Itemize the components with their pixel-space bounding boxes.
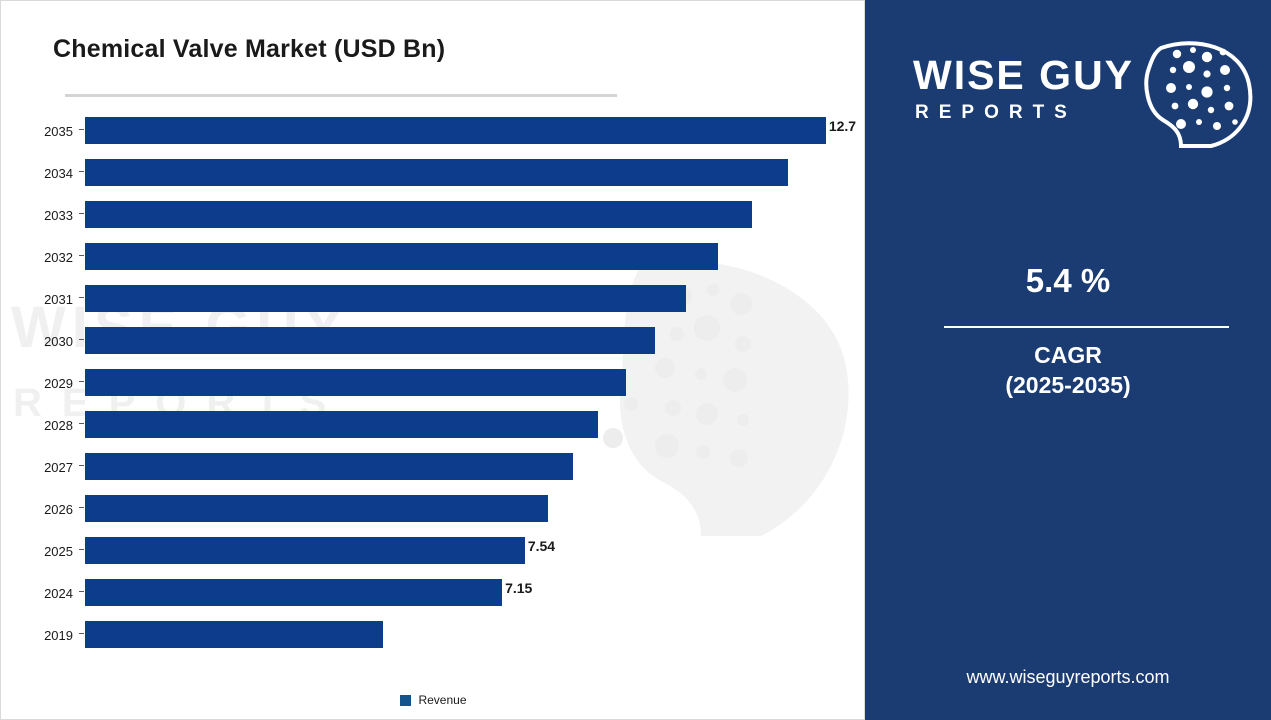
bar-track	[85, 405, 864, 447]
bar-track	[85, 489, 864, 531]
cagr-label: CAGR	[1034, 342, 1102, 368]
brand-logo: WISE GUY REPORTS	[905, 40, 1255, 150]
axis-tick-label: 2034	[44, 166, 73, 181]
axis-tick-label: 2031	[44, 292, 73, 307]
bar-revenue	[85, 453, 573, 480]
axis-tick-mark	[79, 297, 84, 298]
axis-tick-mark	[79, 633, 84, 634]
cagr-divider	[944, 326, 1229, 328]
axis-tick-label: 2019	[44, 628, 73, 643]
axis-tick-label: 2033	[44, 208, 73, 223]
chart-row: 2035 12.7	[1, 111, 864, 153]
bar-track	[85, 615, 864, 657]
axis-tick-label: 2035	[44, 124, 73, 139]
bar-revenue	[85, 117, 826, 144]
axis-tick-label: 2027	[44, 460, 73, 475]
legend-label-revenue: Revenue	[418, 693, 467, 707]
axis-tick-label: 2029	[44, 376, 73, 391]
bar-track	[85, 321, 864, 363]
bar-track	[85, 279, 864, 321]
bar-value-label: 7.15	[505, 580, 533, 596]
bar-revenue	[85, 285, 686, 312]
logo-primary-text: WISE GUY	[913, 52, 1135, 98]
axis-tick-mark	[79, 423, 84, 424]
chart-row: 2032	[1, 237, 864, 279]
axis-tick-label: 2028	[44, 418, 73, 433]
chart-row: 2034	[1, 153, 864, 195]
bar-revenue	[85, 411, 599, 438]
chart-panel: Chemical Valve Market (USD Bn) WISE GUY …	[0, 0, 865, 720]
axis-tick-mark	[79, 129, 84, 130]
axis-tick-mark	[79, 549, 84, 550]
axis-tick-mark	[79, 465, 84, 466]
chart-row: 2025 7.54	[1, 531, 864, 573]
axis-tick-label: 2032	[44, 250, 73, 265]
axis-tick-label: 2030	[44, 334, 73, 349]
cagr-label-block: CAGR (2025-2035)	[865, 340, 1271, 400]
chart-row: 2027	[1, 447, 864, 489]
cagr-period: (2025-2035)	[1005, 372, 1131, 398]
bar-revenue	[85, 369, 626, 396]
bar-track: 12.7	[85, 111, 864, 153]
axis-tick-label: 2024	[44, 586, 73, 601]
logo-secondary-text: REPORTS	[915, 102, 1077, 123]
bar-value-label: 12.7	[828, 118, 857, 134]
axis-tick-mark	[79, 339, 84, 340]
chart-row: 2028	[1, 405, 864, 447]
title-divider	[65, 94, 617, 97]
bar-track	[85, 195, 864, 237]
bar-revenue	[85, 243, 718, 270]
bar-track	[85, 363, 864, 405]
bar-track	[85, 237, 864, 279]
chart-row: 2026	[1, 489, 864, 531]
chart-row: 2029	[1, 363, 864, 405]
bar-track	[85, 153, 864, 195]
cagr-value: 5.4 %	[1025, 262, 1111, 299]
axis-tick-label: 2026	[44, 502, 73, 517]
axis-tick-mark	[79, 381, 84, 382]
axis-tick-mark	[79, 591, 84, 592]
legend-swatch-revenue	[400, 694, 412, 706]
axis-tick-mark	[79, 171, 84, 172]
head-profile-icon	[1144, 41, 1253, 148]
axis-tick-label: 2025	[44, 544, 73, 559]
bar-track: 7.54	[85, 531, 864, 573]
bar-revenue	[85, 159, 788, 186]
bar-revenue	[85, 621, 383, 648]
axis-tick-mark	[79, 507, 84, 508]
chart-row: 2024 7.15	[1, 573, 864, 615]
bar-revenue	[85, 537, 525, 564]
axis-tick-mark	[79, 213, 84, 214]
bar-track: 7.15	[85, 573, 864, 615]
bar-revenue	[85, 327, 655, 354]
plot-area: 2035 12.7 2034 2033 2032 2031 2030 2029 2028 2027…	[1, 111, 864, 671]
chart-row: 2033	[1, 195, 864, 237]
axis-tick-mark	[79, 255, 84, 256]
chart-title: Chemical Valve Market (USD Bn)	[53, 35, 446, 63]
chart-legend: Revenue	[1, 693, 864, 707]
bar-value-label: 7.54	[527, 538, 556, 554]
bar-track	[85, 447, 864, 489]
chart-row: 2031	[1, 279, 864, 321]
website-url: www.wiseguyreports.com	[966, 667, 1170, 687]
chart-row: 2030	[1, 321, 864, 363]
side-panel: WISE GUY REPORTS	[865, 0, 1271, 720]
chart-row: 2019	[1, 615, 864, 657]
bar-revenue	[85, 495, 549, 522]
bar-revenue	[85, 201, 752, 228]
bar-revenue	[85, 579, 503, 606]
